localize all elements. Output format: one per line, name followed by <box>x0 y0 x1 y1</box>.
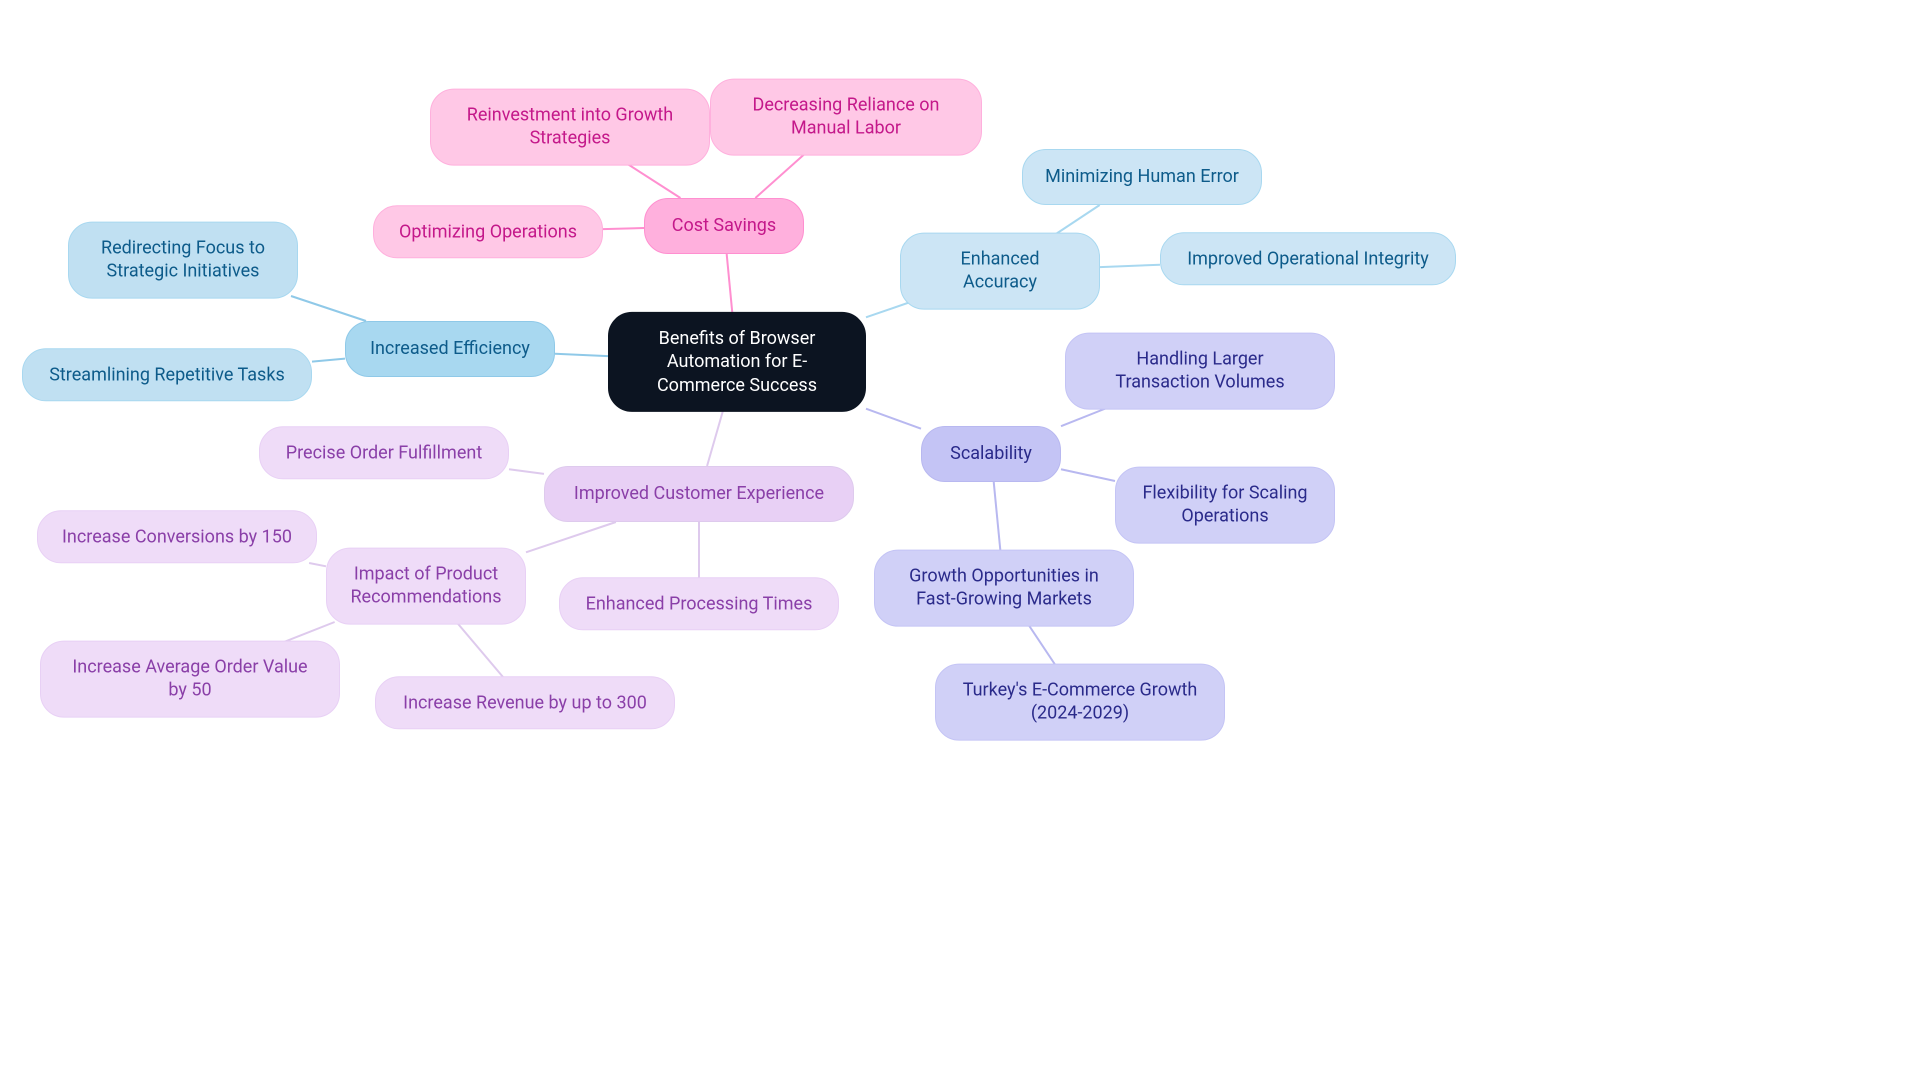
edge <box>555 354 608 356</box>
edge <box>291 296 366 321</box>
mindmap-node-impact: Impact of Product Recommendations <box>326 548 526 625</box>
mindmap-node-imp2: Increase Average Order Value by 50 <box>40 641 340 718</box>
mindmap-node-imp3: Increase Revenue by up to 300 <box>375 676 675 729</box>
mindmap-node-turkey: Turkey's E-Commerce Growth (2024-2029) <box>935 664 1225 741</box>
mindmap-node-imp1: Increase Conversions by 150 <box>37 510 317 563</box>
mindmap-node-acc2: Improved Operational Integrity <box>1160 232 1456 285</box>
edge <box>707 410 723 466</box>
mindmap-node-cost3: Optimizing Operations <box>373 205 603 258</box>
edge <box>626 163 680 198</box>
edge <box>456 622 503 677</box>
edge <box>1061 469 1115 481</box>
mindmap-node-central: Benefits of Browser Automation for E-Com… <box>608 312 866 412</box>
edge <box>509 469 544 474</box>
edge <box>1061 407 1109 426</box>
edge <box>1100 265 1160 267</box>
edge <box>866 409 921 429</box>
mindmap-node-eff2: Streamlining Repetitive Tasks <box>22 348 312 401</box>
edge <box>755 153 805 198</box>
mindmap-node-scal2: Flexibility for Scaling Operations <box>1115 467 1335 544</box>
mindmap-node-cust2: Enhanced Processing Times <box>559 577 839 630</box>
mindmap-node-growth: Growth Opportunities in Fast-Growing Mar… <box>874 550 1134 627</box>
mindmap-node-acc1: Minimizing Human Error <box>1022 149 1262 205</box>
mindmap-node-scal1: Handling Larger Transaction Volumes <box>1065 333 1335 410</box>
edge <box>526 522 616 552</box>
mindmap-node-cost: Cost Savings <box>644 198 804 254</box>
mindmap-node-cost2: Decreasing Reliance on Manual Labor <box>710 79 982 156</box>
edge <box>1028 624 1056 666</box>
edge <box>994 482 1001 552</box>
edge <box>727 254 733 314</box>
mindmap-node-customer: Improved Customer Experience <box>544 466 854 522</box>
mindmap-node-efficiency: Increased Efficiency <box>345 321 555 377</box>
mindmap-node-cust1: Precise Order Fulfillment <box>259 426 509 479</box>
edge <box>309 563 326 566</box>
edge <box>603 228 644 229</box>
mindmap-node-eff1: Redirecting Focus to Strategic Initiativ… <box>68 222 298 299</box>
mindmap-node-cost1: Reinvestment into Growth Strategies <box>430 89 710 166</box>
mindmap-node-accuracy: Enhanced Accuracy <box>900 233 1100 310</box>
edge <box>312 359 345 362</box>
mindmap-node-scalability: Scalability <box>921 426 1061 482</box>
